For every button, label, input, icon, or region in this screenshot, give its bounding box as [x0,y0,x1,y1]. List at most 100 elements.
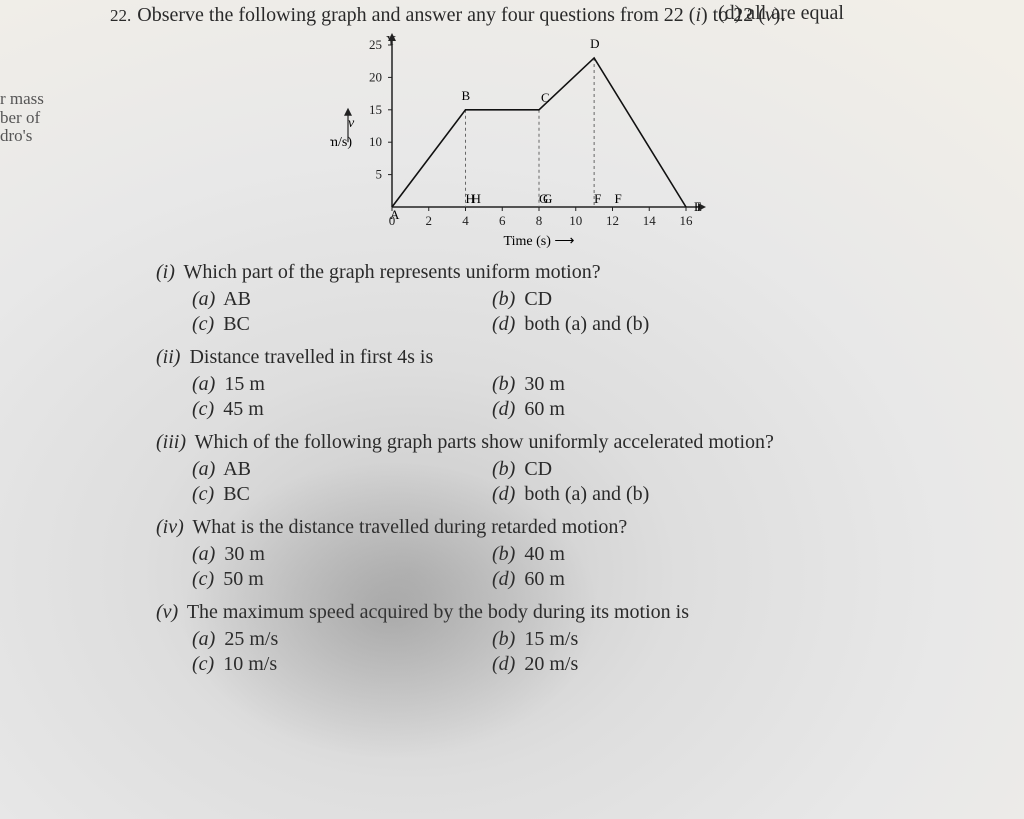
option-d: (d) 20 m/s [492,653,792,676]
option-d: (d) both (a) and (b) [492,483,792,506]
svg-text:A: A [390,207,400,222]
q22-text: Observe the following graph and answer a… [137,4,785,27]
svg-text:H: H [472,191,481,206]
sub-question-text: (i) Which part of the graph represents u… [156,261,960,284]
option-b: (b) 15 m/s [492,628,792,651]
option-d: (d) both (a) and (b) [492,313,792,336]
svg-text:D: D [590,36,599,51]
option-b: (b) CD [492,458,792,481]
option-b: (b) 40 m [492,543,792,566]
option-value: both (a) and (b) [519,313,649,335]
svg-text:Y: Y [386,34,396,49]
option-a: (a) AB [192,458,492,481]
option-label: (d) [492,568,515,590]
option-label: (b) [492,543,515,565]
option-value: 15 m [219,373,265,395]
svg-text:E: E [694,199,702,214]
margin-line: dro's [0,127,44,146]
options-grid: (a) 15 m (b) 30 m(c) 45 m(d) 60 m [192,373,960,421]
question-text: Distance travelled in first 4s is [184,346,433,368]
roman-numeral: (iv) [156,516,184,538]
option-label: (b) [492,628,515,650]
options-grid: (a) 25 m/s(b) 15 m/s(c) 10 m/s(d) 20 m/s [192,628,960,676]
option-value: AB [219,458,251,480]
option-value: 60 m [519,568,565,590]
option-value: CD [519,288,552,310]
svg-text:F: F [594,191,601,206]
option-c: (c) 45 m [192,398,492,421]
svg-text:10: 10 [369,134,382,149]
option-value: 30 m [519,373,565,395]
svg-text:2: 2 [426,213,433,228]
sub-question: (iii) Which of the following graph parts… [156,431,960,506]
option-d: (d) 60 m [492,568,792,591]
option-label: (b) [492,458,515,480]
option-label: (a) [192,373,215,395]
sub-question-text: (v) The maximum speed acquired by the bo… [156,601,960,624]
option-a: (a) 25 m/s [192,628,492,651]
sub-question-text: (ii) Distance travelled in first 4s is [156,346,960,369]
option-b: (b) 30 m [492,373,792,396]
svg-text:C: C [541,90,550,105]
option-value: 50 m [218,568,264,590]
option-label: (a) [192,628,215,650]
option-b: (b) CD [492,288,792,311]
option-label: (c) [192,398,214,420]
option-a: (a) 30 m [192,543,492,566]
option-label: (a) [192,543,215,565]
svg-text:10: 10 [569,213,582,228]
option-value: 40 m [519,543,565,565]
svg-text:B: B [462,88,471,103]
q22-number: 22. [110,6,131,26]
svg-text:6: 6 [499,213,506,228]
option-d: (d) 60 m [492,398,792,421]
svg-text:F: F [615,191,622,206]
sub-question: (iv) What is the distance travelled duri… [156,516,960,591]
option-label: (c) [192,568,214,590]
svg-text:12: 12 [606,213,619,228]
roman-numeral: (ii) [156,346,180,368]
option-value: 15 m/s [519,628,578,650]
option-value: CD [519,458,552,480]
sub-question: (i) Which part of the graph represents u… [156,261,960,336]
option-value: AB [219,288,251,310]
option-label: (a) [192,458,215,480]
option-label: (d) [492,653,515,675]
option-c: (c) BC [192,483,492,506]
margin-line: ber of [0,109,44,128]
option-value: 60 m [519,398,565,420]
question-text: Which part of the graph represents unifo… [179,261,601,283]
question-text: The maximum speed acquired by the body d… [182,601,689,623]
options-grid: (a) 30 m(b) 40 m(c) 50 m(d) 60 m [192,543,960,591]
option-value: 30 m [219,543,265,565]
options-grid: (a) AB(b) CD(c) BC(d) both (a) and (b) [192,458,960,506]
options-grid: (a) AB(b) CD(c) BC(d) both (a) and (b) [192,288,960,336]
option-label: (c) [192,313,214,335]
svg-text:v: v [348,116,355,131]
option-value: BC [218,483,250,505]
option-c: (c) 50 m [192,568,492,591]
svg-text:G: G [543,191,552,206]
question-text: What is the distance travelled during re… [188,516,627,538]
sub-question-text: (iv) What is the distance travelled duri… [156,516,960,539]
option-value: 20 m/s [519,653,578,675]
margin-line: r mass [0,90,44,109]
sub-question-text: (iii) Which of the following graph parts… [156,431,960,454]
roman-numeral: (i) [156,261,175,283]
option-label: (d) [492,398,515,420]
svg-text:Time (s) ⟶: Time (s) ⟶ [504,234,575,249]
option-label: (b) [492,288,515,310]
option-label: (d) [492,313,515,335]
svg-text:14: 14 [643,213,657,228]
velocity-time-graph: 5101520250246810121416YXv(m/s)Time (s) ⟶… [330,31,710,251]
svg-text:16: 16 [680,213,694,228]
option-label: (c) [192,483,214,505]
sub-question: (v) The maximum speed acquired by the bo… [156,601,960,676]
option-value: BC [218,313,250,335]
question-text: Which of the following graph parts show … [190,431,774,453]
option-value: 10 m/s [218,653,277,675]
option-c: (c) 10 m/s [192,653,492,676]
page-margin-text: r mass ber of dro's [0,90,44,146]
svg-text:8: 8 [536,213,543,228]
svg-text:5: 5 [376,167,383,182]
